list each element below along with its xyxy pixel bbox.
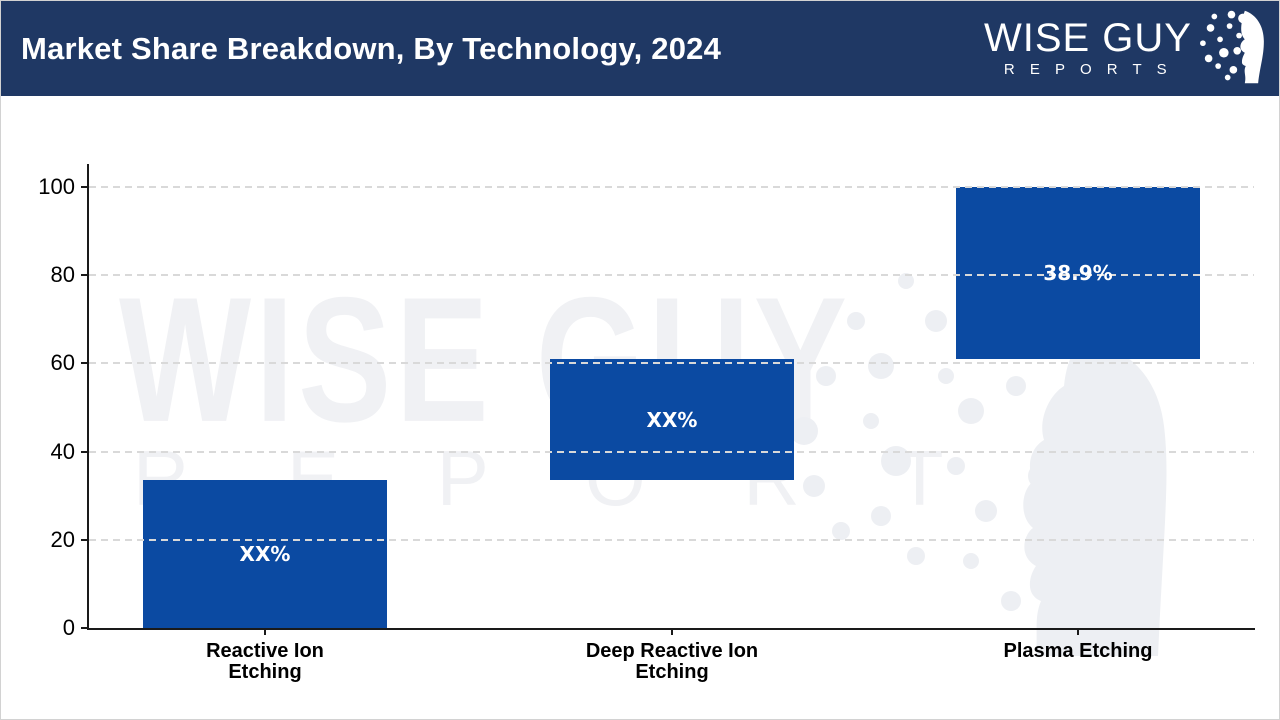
plot-area: XX% XX% 38.9% <box>89 166 1254 628</box>
gridline <box>89 451 1254 453</box>
y-axis-tick-label: 80 <box>50 262 75 287</box>
y-axis-tick-label: 60 <box>50 350 75 375</box>
bar-value-label: XX% <box>239 542 291 566</box>
y-axis-tick <box>81 539 89 541</box>
bar-segment <box>143 480 387 628</box>
y-axis-tick <box>81 627 89 629</box>
y-axis-tick <box>81 274 89 276</box>
bar-segment <box>550 359 794 480</box>
y-axis-tick-label: 40 <box>50 439 75 464</box>
x-axis-tick <box>1077 629 1079 635</box>
y-axis-tick <box>81 362 89 364</box>
logo-face-icon <box>1200 10 1264 84</box>
logo-text: WISE GUY R E P O R T S <box>984 16 1192 78</box>
bar-value-label: 38.9% <box>1043 261 1113 285</box>
gridline <box>89 274 1254 276</box>
y-axis-tick <box>81 186 89 188</box>
gridline <box>89 186 1254 188</box>
gridline <box>89 362 1254 364</box>
x-category-label: Deep Reactive Ion Etching <box>585 640 759 683</box>
logo-subtitle: R E P O R T S <box>1003 61 1173 78</box>
y-axis-tick-label: 20 <box>50 527 75 552</box>
gridline <box>89 539 1254 541</box>
y-axis-tick-label: 100 <box>38 174 75 199</box>
bar-value-label: XX% <box>646 407 698 432</box>
y-axis-tick-label: 0 <box>62 615 75 640</box>
x-axis-tick <box>264 629 266 635</box>
x-axis-tick <box>671 629 673 635</box>
x-category-label: Reactive Ion Etching <box>206 640 324 683</box>
y-axis-line <box>87 164 89 630</box>
logo-wordmark: WISE GUY <box>983 16 1192 60</box>
chart-title: Market Share Breakdown, By Technology, 2… <box>21 30 722 66</box>
header-band: Market Share Breakdown, By Technology, 2… <box>1 1 1279 96</box>
wiseguy-logo: WISE GUY R E P O R T S <box>984 7 1267 87</box>
x-category-label: Plasma Etching <box>1003 640 1153 662</box>
bar-segment <box>956 187 1200 359</box>
y-axis-tick <box>81 451 89 453</box>
